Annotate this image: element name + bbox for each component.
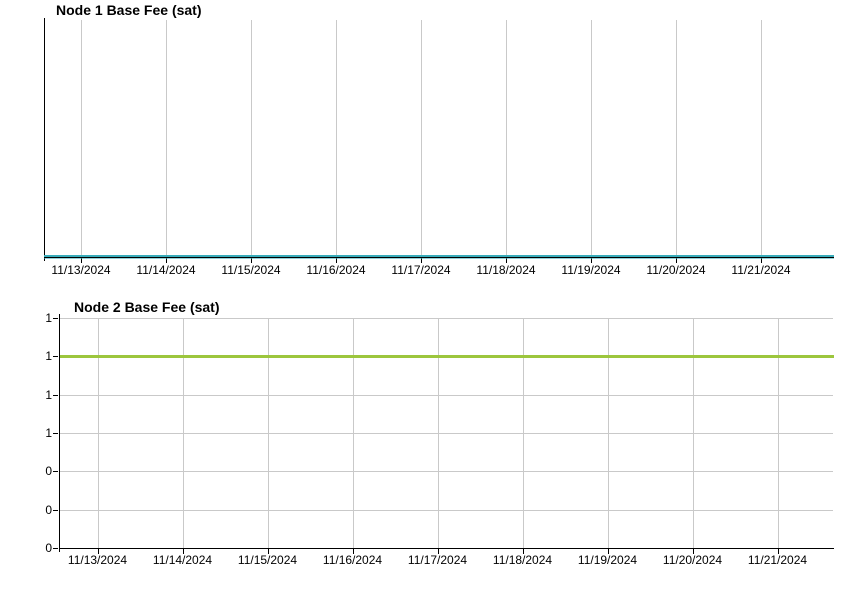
y-axis-tick (53, 548, 58, 549)
x-axis-tick (676, 258, 677, 263)
x-tick-label: 11/14/2024 (136, 263, 196, 277)
x-axis-tick (692, 549, 694, 554)
y-axis (59, 314, 60, 552)
x-axis (59, 548, 834, 549)
v-gridline (166, 20, 167, 257)
x-tick-label: 11/15/2024 (237, 553, 298, 567)
node2-series-line (60, 355, 834, 358)
x-tick-label: 11/16/2024 (322, 553, 383, 567)
y-axis-tick (53, 356, 58, 357)
x-axis-tick (267, 549, 269, 554)
x-axis (44, 257, 834, 258)
x-axis-tick (522, 549, 524, 554)
x-axis-tick (251, 258, 252, 263)
x-axis-tick (352, 549, 354, 554)
v-gridline (251, 20, 252, 257)
node1-series-line (44, 255, 834, 257)
x-axis-tick (97, 549, 99, 554)
x-axis-tick (777, 549, 779, 554)
x-tick-label: 11/21/2024 (731, 263, 791, 277)
chart-title-node2: Node 2 Base Fee (sat) (74, 299, 220, 315)
x-axis-tick (761, 258, 762, 263)
y-tick-label: 0 (45, 464, 52, 478)
v-gridline (421, 20, 422, 257)
x-tick-label: 11/17/2024 (391, 263, 451, 277)
v-gridline (336, 20, 337, 257)
chart-title-node1: Node 1 Base Fee (sat) (56, 2, 202, 18)
x-axis-tick (166, 258, 167, 263)
x-axis-tick (182, 549, 184, 554)
x-axis-tick (81, 258, 82, 263)
y-tick-label: 1 (45, 311, 52, 325)
h-gridline (60, 318, 833, 319)
y-axis-tick (53, 433, 58, 434)
h-gridline (60, 395, 833, 396)
node1-series-line-halo (44, 258, 834, 259)
x-tick-label: 11/13/2024 (51, 263, 111, 277)
x-tick-label: 11/13/2024 (67, 553, 128, 567)
h-gridline (60, 471, 833, 472)
x-axis-tick (607, 549, 609, 554)
v-gridline (676, 20, 677, 257)
y-tick-label: 1 (45, 426, 52, 440)
y-axis-tick (53, 318, 58, 319)
y-tick-label: 0 (45, 541, 52, 555)
x-axis-tick (591, 258, 592, 263)
v-gridline (81, 20, 82, 257)
x-axis-tick (437, 549, 439, 554)
x-tick-label: 11/17/2024 (407, 553, 468, 567)
v-gridline (506, 20, 507, 257)
x-tick-label: 11/20/2024 (662, 553, 723, 567)
y-tick-label: 1 (45, 349, 52, 363)
h-gridline (60, 433, 833, 434)
x-tick-label: 11/15/2024 (221, 263, 281, 277)
y-tick-label: 0 (45, 503, 52, 517)
x-tick-label: 11/19/2024 (561, 263, 621, 277)
x-tick-label: 11/19/2024 (577, 553, 638, 567)
x-tick-label: 11/20/2024 (646, 263, 706, 277)
y-axis-tick (53, 510, 58, 511)
y-axis-tick (53, 395, 58, 396)
x-tick-label: 11/21/2024 (747, 553, 808, 567)
y-tick-label: 1 (45, 388, 52, 402)
v-gridline (761, 20, 762, 257)
x-axis-tick (506, 258, 507, 263)
y-axis-tick (53, 471, 58, 472)
y-axis (44, 18, 45, 261)
x-tick-label: 11/16/2024 (306, 263, 366, 277)
x-axis-tick (336, 258, 337, 263)
x-tick-label: 11/14/2024 (152, 553, 213, 567)
x-tick-label: 11/18/2024 (476, 263, 536, 277)
h-gridline (60, 510, 833, 511)
x-axis-tick (421, 258, 422, 263)
x-tick-label: 11/18/2024 (492, 553, 553, 567)
v-gridline (591, 20, 592, 257)
